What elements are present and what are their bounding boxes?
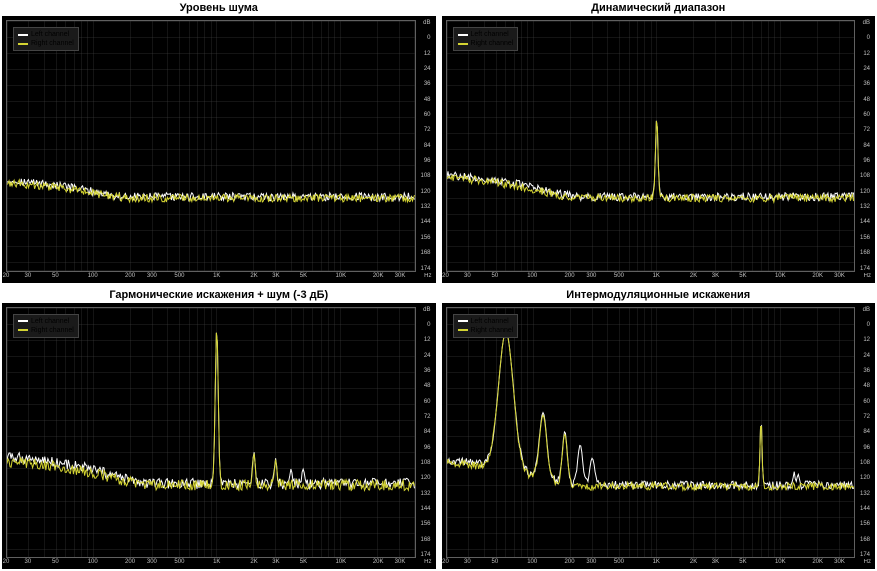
panel-title: Интермодуляционные искажения [442, 289, 876, 301]
legend: Left channel Right channel [453, 314, 519, 338]
left-channel-trace [447, 332, 855, 489]
x-unit: Hz [416, 559, 432, 567]
legend-right-label: Right channel [31, 326, 74, 335]
x-axis: 2030501002003005001K2K3K5K10K20K30K [6, 273, 416, 281]
imd-panel: Интермодуляционные искажения Left channe… [442, 289, 876, 570]
legend-right-label: Right channel [471, 326, 514, 335]
y-axis: dB01224364860728496108120132144156168174 [416, 20, 432, 272]
legend-left-label: Left channel [471, 317, 509, 326]
legend-left-swatch [458, 320, 468, 322]
noise-level-panel: Уровень шума Left channel Right channel … [2, 2, 436, 283]
right-channel-trace [447, 121, 855, 202]
x-unit: Hz [855, 273, 871, 281]
x-unit: Hz [416, 273, 432, 281]
legend: Left channel Right channel [13, 314, 79, 338]
legend-left-label: Left channel [31, 30, 69, 39]
legend-right-swatch [18, 329, 28, 331]
panel-title: Гармонические искажения + шум (-3 дБ) [2, 289, 436, 301]
plot-svg [7, 308, 415, 558]
x-axis: 2030501002003005001K2K3K5K10K20K30K [446, 273, 856, 281]
panel-title: Уровень шума [2, 2, 436, 14]
chart-area: Left channel Right channel dB01224364860… [442, 16, 876, 273]
plot-area: Left channel Right channel [6, 307, 416, 559]
legend-left-label: Left channel [471, 30, 509, 39]
plot-svg [7, 21, 415, 271]
right-channel-trace [7, 180, 415, 202]
y-axis: dB01224364860728496108120132144156168174 [416, 307, 432, 559]
plot-svg [447, 21, 855, 271]
legend: Left channel Right channel [13, 27, 79, 51]
right-channel-trace [447, 332, 855, 490]
y-axis: dB01224364860728496108120132144156168174 [855, 20, 871, 272]
right-channel-trace [7, 332, 415, 490]
plot-area: Left channel Right channel [446, 307, 856, 559]
chart-area: Left channel Right channel dB01224364860… [442, 303, 876, 560]
dynamic-range-panel: Динамический диапазон Left channel Right… [442, 2, 876, 283]
chart-area: Left channel Right channel dB01224364860… [2, 16, 436, 273]
legend-right-label: Right channel [471, 39, 514, 48]
legend-right-swatch [458, 43, 468, 45]
y-axis: dB01224364860728496108120132144156168174 [855, 307, 871, 559]
legend-right-label: Right channel [31, 39, 74, 48]
legend-left-swatch [18, 34, 28, 36]
legend-left-swatch [18, 320, 28, 322]
plot-area: Left channel Right channel [6, 20, 416, 272]
legend: Left channel Right channel [453, 27, 519, 51]
plot-area: Left channel Right channel [446, 20, 856, 272]
chart-area: Left channel Right channel dB01224364860… [2, 303, 436, 560]
x-axis: 2030501002003005001K2K3K5K10K20K30K [446, 559, 856, 567]
legend-right-swatch [458, 329, 468, 331]
legend-left-swatch [458, 34, 468, 36]
x-axis: 2030501002003005001K2K3K5K10K20K30K [6, 559, 416, 567]
thd-noise-panel: Гармонические искажения + шум (-3 дБ) Le… [2, 289, 436, 570]
legend-left-label: Left channel [31, 317, 69, 326]
panel-title: Динамический диапазон [442, 2, 876, 14]
left-channel-trace [447, 121, 855, 201]
x-unit: Hz [855, 559, 871, 567]
plot-svg [447, 308, 855, 558]
legend-right-swatch [18, 43, 28, 45]
